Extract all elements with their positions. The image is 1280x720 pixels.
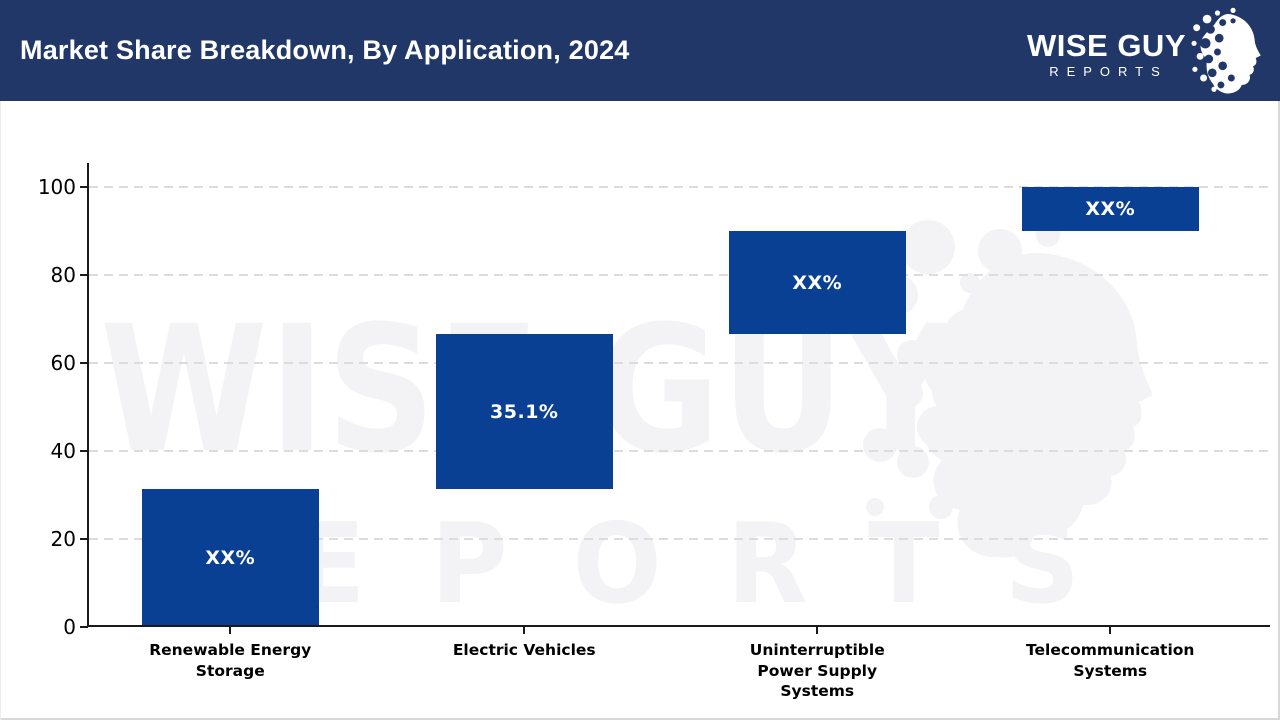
y-tick-label-0: 0 bbox=[63, 615, 76, 639]
bar-uninterruptible-power-supply-systems: XX% bbox=[729, 231, 906, 335]
gridline-60 bbox=[89, 362, 1270, 364]
page-title: Market Share Breakdown, By Application, … bbox=[20, 35, 630, 65]
y-tick-label-80: 80 bbox=[50, 263, 76, 287]
bottom-border bbox=[0, 718, 1280, 720]
x-label-telecommunication-systems: Telecommunication Systems bbox=[1026, 641, 1195, 680]
bar-value-label: XX% bbox=[205, 546, 256, 569]
bar-telecommunication-systems: XX% bbox=[1022, 187, 1199, 231]
y-tick-mark-20 bbox=[80, 538, 88, 540]
x-label-uninterruptible-power-supply-systems: Uninterruptible Power Supply Systems bbox=[749, 641, 885, 700]
bar-value-label: XX% bbox=[1085, 198, 1136, 220]
y-axis-line bbox=[87, 163, 89, 627]
brand-logo: WISE GUY REPORTS bbox=[1027, 6, 1266, 98]
chart-area: WISE GUY REPORTS 0 20 40 60 80 100 bbox=[0, 101, 1280, 720]
x-label-renewable-energy-storage: Renewable Energy Storage bbox=[149, 641, 312, 680]
y-tick-label-20: 20 bbox=[50, 527, 76, 551]
x-tick-mark-0 bbox=[229, 627, 232, 634]
bar-renewable-energy-storage: XX% bbox=[142, 488, 319, 627]
x-tick-mark-3 bbox=[1109, 627, 1112, 634]
y-tick-mark-80 bbox=[80, 274, 88, 276]
x-label-electric-vehicles: Electric Vehicles bbox=[452, 641, 596, 659]
header-bar: Market Share Breakdown, By Application, … bbox=[0, 0, 1280, 101]
y-tick-mark-40 bbox=[80, 450, 88, 452]
bar-value-label: XX% bbox=[792, 271, 843, 294]
gridline-80 bbox=[89, 274, 1270, 276]
x-tick-mark-2 bbox=[816, 627, 819, 634]
x-tick-mark-1 bbox=[523, 627, 526, 634]
y-tick-label-40: 40 bbox=[50, 439, 76, 463]
bar-value-label: 35.1% bbox=[490, 400, 559, 423]
logo-wordmark: WISE GUY REPORTS bbox=[1026, 28, 1186, 80]
logo-name-text: WISE GUY bbox=[1026, 28, 1186, 63]
gridline-40 bbox=[89, 450, 1270, 452]
gridline-20 bbox=[89, 538, 1270, 540]
left-border bbox=[0, 101, 1, 720]
logo-reports-text: REPORTS bbox=[1049, 64, 1168, 79]
x-axis-line bbox=[87, 625, 1270, 627]
y-tick-mark-60 bbox=[80, 362, 88, 364]
bar-electric-vehicles: 35.1% bbox=[436, 334, 613, 489]
logo-head-icon bbox=[1191, 7, 1261, 94]
y-tick-label-60: 60 bbox=[50, 351, 76, 375]
y-tick-mark-0 bbox=[80, 626, 88, 628]
right-border bbox=[1278, 101, 1280, 720]
gridline-100 bbox=[89, 186, 1270, 188]
y-tick-mark-100 bbox=[80, 186, 88, 188]
y-tick-label-100: 100 bbox=[37, 175, 76, 199]
